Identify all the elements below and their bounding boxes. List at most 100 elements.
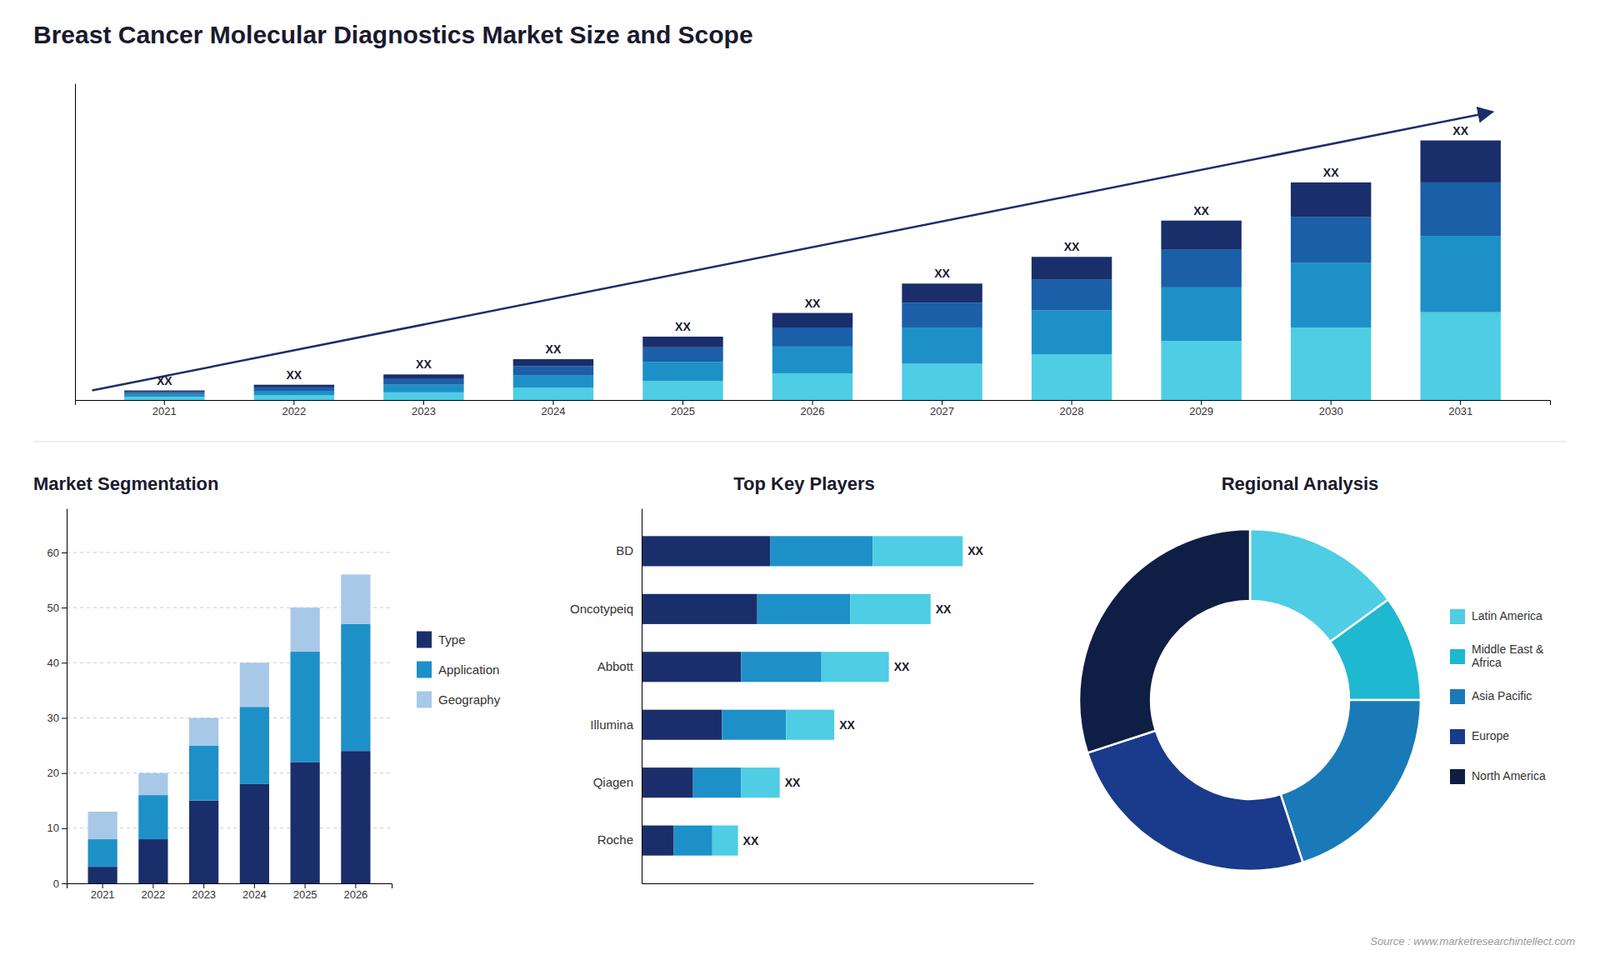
data-label: XX bbox=[805, 296, 821, 310]
tick-label: 20 bbox=[47, 766, 60, 780]
grid bbox=[66, 552, 392, 884]
tick-mark bbox=[152, 883, 154, 889]
axis-line bbox=[66, 509, 68, 885]
tick: 2031 bbox=[1448, 400, 1473, 418]
x-axis bbox=[642, 883, 1035, 885]
tick: 2024 bbox=[540, 400, 565, 418]
text-line: Asia Pacific bbox=[1471, 689, 1532, 703]
tick-mark bbox=[102, 883, 104, 889]
chart-title: Regional Analysis bbox=[1221, 473, 1380, 495]
bar bbox=[641, 710, 722, 740]
tick-label: 0 bbox=[53, 877, 60, 890]
tick-mark bbox=[61, 828, 67, 830]
bar bbox=[641, 594, 758, 625]
players-chart: XXXXXXXXXXXXBDOncotypeiqAbbottIlluminaQi… bbox=[570, 473, 1034, 885]
legend-label: Middle East &Africa bbox=[1471, 642, 1545, 670]
slice bbox=[1330, 600, 1421, 700]
legend-item: Geography bbox=[416, 691, 501, 709]
regional-chart: Regional Analysis Latin America Middle Eas… bbox=[1079, 473, 1546, 871]
data-label: XX bbox=[156, 374, 173, 388]
axis-line bbox=[75, 84, 76, 401]
data-label: XX bbox=[1323, 165, 1340, 180]
bar bbox=[254, 385, 335, 388]
tick-mark bbox=[203, 883, 205, 889]
tick-mark bbox=[61, 607, 67, 609]
bar bbox=[513, 359, 594, 366]
tick-label: 2031 bbox=[1448, 405, 1473, 418]
bar bbox=[1160, 287, 1241, 341]
page: Breast Cancer Molecular Diagnostics Mark… bbox=[0, 0, 1600, 955]
bar bbox=[124, 391, 205, 394]
tick-label: 2030 bbox=[1319, 405, 1344, 418]
text-line: Middle East & bbox=[1471, 642, 1545, 656]
bar bbox=[1160, 249, 1241, 288]
tick-label: 2026 bbox=[800, 405, 825, 418]
bar bbox=[772, 346, 853, 374]
tick: 2023 bbox=[191, 883, 216, 901]
y-axis: 0102030405060 bbox=[47, 509, 68, 890]
bar bbox=[641, 767, 694, 798]
bar bbox=[290, 607, 320, 652]
legend-swatch bbox=[1450, 609, 1465, 625]
bar bbox=[189, 745, 219, 801]
tick-label: 2021 bbox=[90, 888, 115, 901]
bar bbox=[340, 574, 370, 625]
source-note: Source : www.marketresearchintellect.com bbox=[1370, 935, 1575, 948]
tick-label: 2028 bbox=[1060, 405, 1085, 418]
data-label: XX bbox=[1064, 240, 1080, 254]
tick-label: 60 bbox=[47, 546, 60, 560]
tick: 0 bbox=[53, 877, 67, 890]
bar bbox=[138, 773, 168, 795]
bar-series bbox=[674, 535, 874, 855]
tick-mark bbox=[293, 400, 295, 405]
tick: 2030 bbox=[1319, 400, 1344, 418]
tick-label: 50 bbox=[47, 601, 60, 615]
data-label: XX bbox=[286, 368, 303, 382]
legend-swatch bbox=[416, 661, 432, 679]
tick: 2024 bbox=[242, 883, 267, 901]
bar bbox=[1420, 235, 1500, 313]
bar bbox=[772, 313, 853, 328]
tick-label: BD bbox=[615, 543, 634, 558]
tick-mark bbox=[941, 400, 943, 405]
tick: 30 bbox=[47, 711, 67, 725]
text-line: Latin America bbox=[1471, 609, 1543, 623]
tick-mark bbox=[61, 552, 67, 554]
slice bbox=[1079, 529, 1250, 753]
title: Breast Cancer Molecular Diagnostics Mark… bbox=[33, 20, 754, 49]
bar bbox=[674, 825, 713, 856]
tick-mark bbox=[61, 883, 67, 885]
tick-label: 2025 bbox=[293, 888, 318, 901]
bar bbox=[1420, 312, 1500, 400]
bar bbox=[641, 651, 741, 682]
bar bbox=[757, 594, 851, 625]
legend-item: Asia Pacific bbox=[1450, 689, 1532, 705]
bar bbox=[821, 651, 890, 682]
bar bbox=[240, 662, 270, 707]
bar bbox=[901, 283, 982, 303]
tick: 2021 bbox=[90, 883, 115, 901]
bar bbox=[1290, 182, 1371, 217]
legend-label: North America bbox=[1471, 769, 1546, 783]
bar bbox=[513, 375, 594, 389]
tick: 2021 bbox=[152, 400, 177, 418]
legend-label: Geography bbox=[438, 692, 501, 707]
plot-area bbox=[124, 140, 1501, 400]
bar bbox=[138, 839, 168, 884]
slice bbox=[1280, 700, 1421, 863]
axis-line bbox=[67, 884, 393, 890]
tick: BD bbox=[615, 543, 642, 558]
tick-label: Roche bbox=[597, 832, 634, 847]
legend-item: Type bbox=[416, 631, 466, 649]
tick: 2027 bbox=[930, 400, 955, 418]
bar bbox=[290, 651, 320, 762]
axis-line bbox=[75, 400, 1551, 406]
data-label: XX bbox=[743, 834, 760, 848]
data-label: XX bbox=[839, 718, 855, 732]
bar bbox=[1031, 354, 1112, 400]
tick-label: 2029 bbox=[1189, 405, 1214, 418]
plot-area bbox=[641, 535, 963, 855]
tick-label: 40 bbox=[47, 656, 60, 670]
x-axis: 2021202220232024202520262027202820292030… bbox=[75, 400, 1551, 418]
bar bbox=[383, 374, 464, 379]
